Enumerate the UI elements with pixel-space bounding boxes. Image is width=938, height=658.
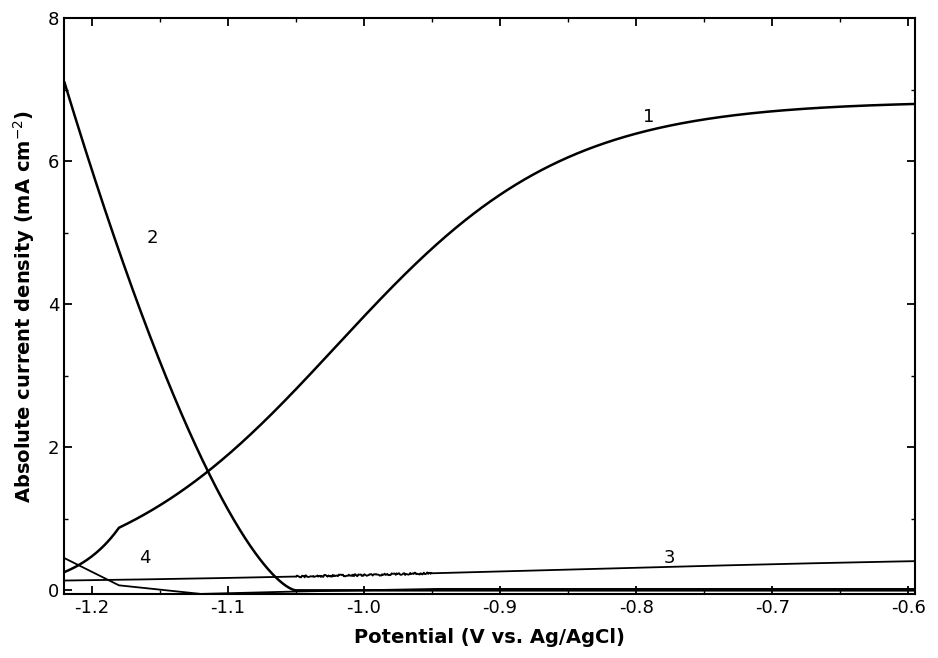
Text: 4: 4: [140, 549, 151, 567]
Text: 1: 1: [643, 108, 655, 126]
Text: 3: 3: [663, 549, 675, 567]
Text: 2: 2: [146, 230, 158, 247]
Y-axis label: Absolute current density (mA cm$^{-2}$): Absolute current density (mA cm$^{-2}$): [11, 109, 37, 503]
X-axis label: Potential (V vs. Ag/AgCl): Potential (V vs. Ag/AgCl): [355, 628, 626, 647]
